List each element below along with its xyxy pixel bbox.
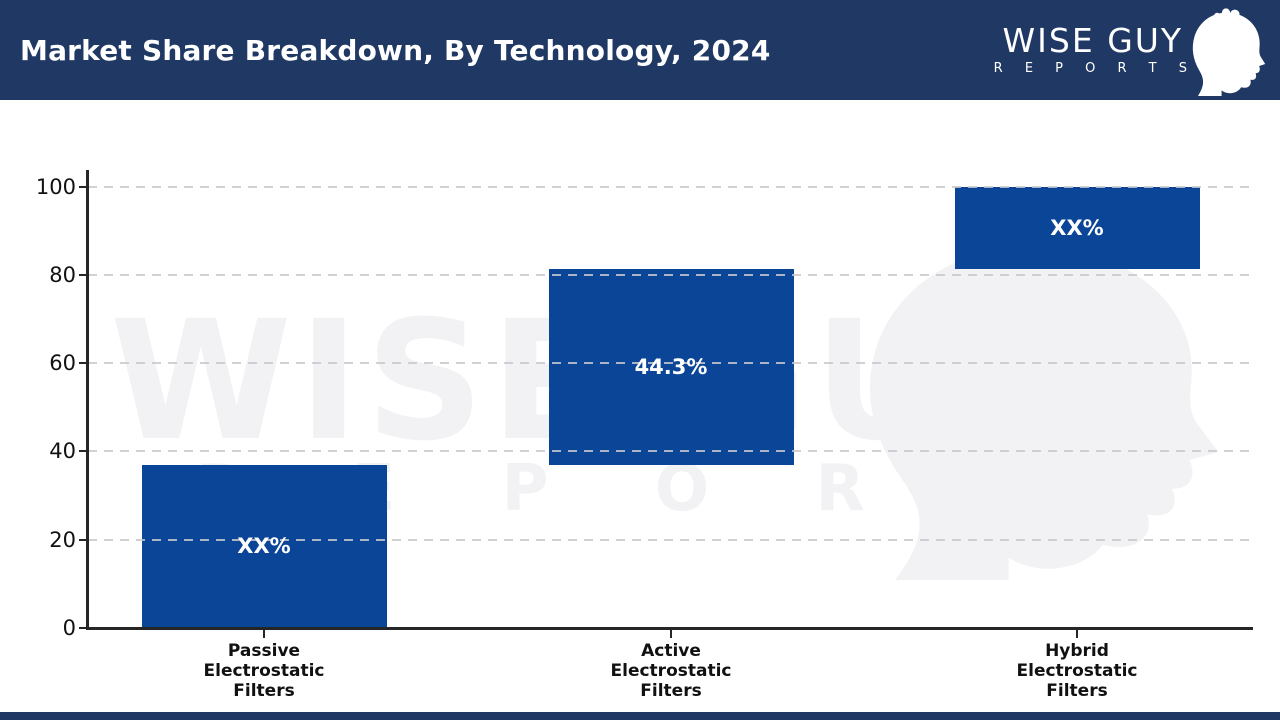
bar-1: [141, 464, 387, 628]
x-tick-3: [1076, 629, 1078, 638]
bar-2: [548, 269, 794, 465]
brand-logo: WISE GUY R E P O R T S: [990, 0, 1270, 100]
category-label-3: Hybrid Electrostatic Filters: [1016, 641, 1138, 701]
y-tick-60: [79, 362, 87, 365]
x-tick-1: [263, 629, 265, 638]
category-label-1: Passive Electrostatic Filters: [203, 641, 325, 701]
y-tick-40: [79, 450, 87, 453]
y-tick-label-60: 60: [49, 351, 76, 376]
logo-wordmark: WISE GUY: [1002, 21, 1184, 60]
header-bar: Market Share Breakdown, By Technology, 2…: [0, 0, 1280, 100]
logo-subtext: R E P O R T S: [993, 61, 1196, 76]
bar-label-3: XX%: [1050, 216, 1104, 241]
y-tick-label-80: 80: [49, 262, 76, 287]
labels-layer: 0 20 40 60 80 100 XX% Passive Electrostatic Filte…: [0, 100, 1280, 712]
x-axis-spine: [86, 626, 1253, 630]
bar-label-1: XX%: [237, 534, 291, 559]
category-label-2: Active Electrostatic Filters: [610, 641, 732, 701]
chart-title: Market Share Breakdown, By Technology, 2…: [20, 33, 771, 67]
gridline-20: [88, 538, 1253, 541]
y-tick-20: [79, 538, 87, 541]
grid-layer: [0, 100, 1280, 712]
x-tick-2: [670, 629, 672, 638]
y-tick-80: [79, 273, 87, 276]
y-axis-spine: [86, 170, 89, 628]
gridline-40: [88, 450, 1253, 453]
y-tick-label-100: 100: [35, 174, 76, 199]
chart-plot-area: WISE GUY R E P O R T S 0 20 40 60 80 100 XX% Pa…: [0, 100, 1280, 712]
y-tick-0: [79, 627, 87, 629]
y-tick-label-40: 40: [49, 439, 76, 464]
gridline-80: [88, 273, 1253, 276]
gridline-100: [88, 185, 1253, 188]
axes-layer: [0, 100, 1280, 712]
y-tick-label-20: 20: [49, 527, 76, 552]
y-tick-100: [79, 185, 87, 188]
footer-bar: [0, 712, 1280, 720]
gridline-60: [88, 362, 1253, 365]
y-tick-label-0: 0: [62, 616, 76, 640]
bar-label-2: 44.3%: [634, 354, 708, 379]
